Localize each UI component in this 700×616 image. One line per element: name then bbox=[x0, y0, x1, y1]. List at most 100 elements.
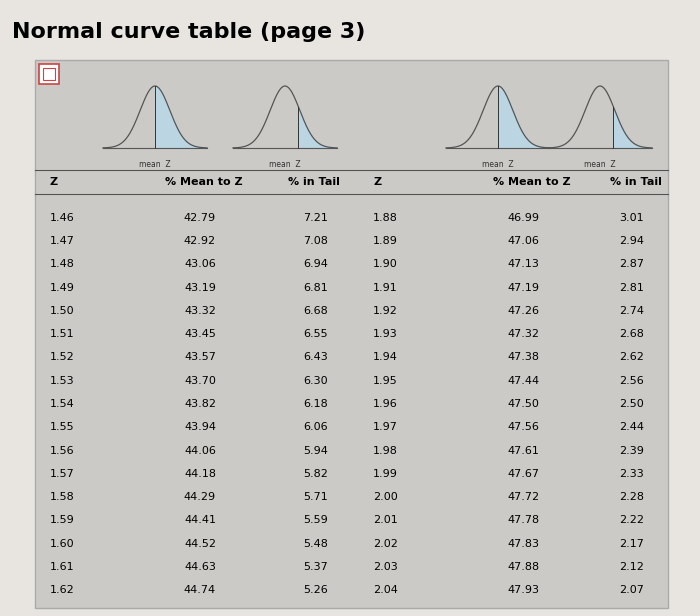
Text: 47.83: 47.83 bbox=[507, 539, 539, 549]
Text: mean  Z: mean Z bbox=[584, 160, 616, 169]
Text: % in Tail: % in Tail bbox=[288, 177, 340, 187]
Text: 1.59: 1.59 bbox=[50, 516, 75, 525]
Text: 2.04: 2.04 bbox=[373, 585, 398, 595]
Text: 47.56: 47.56 bbox=[507, 423, 539, 432]
Text: 6.06: 6.06 bbox=[304, 423, 328, 432]
Text: 43.19: 43.19 bbox=[184, 283, 216, 293]
Text: 1.99: 1.99 bbox=[373, 469, 398, 479]
Text: 7.08: 7.08 bbox=[304, 236, 328, 246]
Text: 44.74: 44.74 bbox=[184, 585, 216, 595]
Text: 47.93: 47.93 bbox=[507, 585, 539, 595]
Text: 5.59: 5.59 bbox=[304, 516, 328, 525]
Bar bbox=[43, 68, 55, 80]
Text: 1.49: 1.49 bbox=[50, 283, 75, 293]
Text: 1.61: 1.61 bbox=[50, 562, 75, 572]
Text: % Mean to Z: % Mean to Z bbox=[165, 177, 243, 187]
Text: 1.60: 1.60 bbox=[50, 539, 75, 549]
Text: 1.56: 1.56 bbox=[50, 445, 75, 456]
Text: 2.17: 2.17 bbox=[620, 539, 645, 549]
Text: 43.57: 43.57 bbox=[184, 352, 216, 362]
Text: 2.22: 2.22 bbox=[620, 516, 645, 525]
Text: 5.48: 5.48 bbox=[304, 539, 328, 549]
Text: 43.06: 43.06 bbox=[184, 259, 216, 269]
Text: 2.94: 2.94 bbox=[620, 236, 645, 246]
Text: 7.21: 7.21 bbox=[304, 213, 328, 222]
Text: 6.94: 6.94 bbox=[304, 259, 328, 269]
Text: 2.50: 2.50 bbox=[620, 399, 645, 409]
Text: 2.44: 2.44 bbox=[620, 423, 645, 432]
Text: 3.01: 3.01 bbox=[620, 213, 644, 222]
Text: 47.50: 47.50 bbox=[507, 399, 539, 409]
Text: 2.39: 2.39 bbox=[620, 445, 645, 456]
Text: 43.94: 43.94 bbox=[184, 423, 216, 432]
Text: 1.88: 1.88 bbox=[373, 213, 398, 222]
Text: 47.61: 47.61 bbox=[507, 445, 539, 456]
Text: 5.26: 5.26 bbox=[304, 585, 328, 595]
Text: 1.91: 1.91 bbox=[373, 283, 398, 293]
Text: 43.32: 43.32 bbox=[184, 306, 216, 316]
Text: 1.92: 1.92 bbox=[373, 306, 398, 316]
Text: 6.18: 6.18 bbox=[304, 399, 328, 409]
Text: 6.81: 6.81 bbox=[304, 283, 328, 293]
Text: 47.44: 47.44 bbox=[507, 376, 539, 386]
Text: 1.93: 1.93 bbox=[373, 329, 398, 339]
Text: 1.48: 1.48 bbox=[50, 259, 75, 269]
Text: % in Tail: % in Tail bbox=[610, 177, 662, 187]
Text: 43.70: 43.70 bbox=[184, 376, 216, 386]
Text: 1.46: 1.46 bbox=[50, 213, 75, 222]
Text: 42.92: 42.92 bbox=[184, 236, 216, 246]
Text: 47.72: 47.72 bbox=[507, 492, 539, 502]
Text: 5.71: 5.71 bbox=[304, 492, 328, 502]
Text: 1.58: 1.58 bbox=[50, 492, 75, 502]
Text: 6.43: 6.43 bbox=[304, 352, 328, 362]
Text: 1.52: 1.52 bbox=[50, 352, 75, 362]
Text: 1.89: 1.89 bbox=[373, 236, 398, 246]
Text: 47.88: 47.88 bbox=[507, 562, 539, 572]
Text: 47.26: 47.26 bbox=[507, 306, 539, 316]
Text: 47.19: 47.19 bbox=[507, 283, 539, 293]
Text: mean  Z: mean Z bbox=[482, 160, 514, 169]
Text: 1.54: 1.54 bbox=[50, 399, 75, 409]
Text: 2.12: 2.12 bbox=[620, 562, 645, 572]
Text: 2.07: 2.07 bbox=[620, 585, 645, 595]
Text: mean  Z: mean Z bbox=[139, 160, 171, 169]
Text: 1.98: 1.98 bbox=[373, 445, 398, 456]
Text: 5.82: 5.82 bbox=[304, 469, 328, 479]
Text: 1.47: 1.47 bbox=[50, 236, 75, 246]
Bar bbox=[39, 64, 59, 84]
Text: 6.30: 6.30 bbox=[304, 376, 328, 386]
Text: % Mean to Z: % Mean to Z bbox=[493, 177, 570, 187]
Text: 2.74: 2.74 bbox=[620, 306, 645, 316]
Text: 6.68: 6.68 bbox=[304, 306, 328, 316]
Text: 1.96: 1.96 bbox=[373, 399, 398, 409]
Text: 2.62: 2.62 bbox=[620, 352, 645, 362]
Text: 2.33: 2.33 bbox=[620, 469, 645, 479]
Text: 1.90: 1.90 bbox=[373, 259, 398, 269]
Text: 2.68: 2.68 bbox=[620, 329, 645, 339]
Text: 42.79: 42.79 bbox=[184, 213, 216, 222]
Text: 1.62: 1.62 bbox=[50, 585, 75, 595]
Text: 44.29: 44.29 bbox=[184, 492, 216, 502]
Text: 5.94: 5.94 bbox=[304, 445, 328, 456]
Text: mean  Z: mean Z bbox=[270, 160, 301, 169]
Text: 47.78: 47.78 bbox=[507, 516, 539, 525]
Text: 44.18: 44.18 bbox=[184, 469, 216, 479]
Text: 1.95: 1.95 bbox=[373, 376, 398, 386]
Text: 44.63: 44.63 bbox=[184, 562, 216, 572]
Text: 2.28: 2.28 bbox=[620, 492, 645, 502]
Text: 1.55: 1.55 bbox=[50, 423, 75, 432]
Text: 47.13: 47.13 bbox=[507, 259, 539, 269]
Text: 2.56: 2.56 bbox=[620, 376, 645, 386]
Text: 47.38: 47.38 bbox=[507, 352, 539, 362]
Text: 2.01: 2.01 bbox=[373, 516, 398, 525]
Text: 1.57: 1.57 bbox=[50, 469, 75, 479]
Text: 2.02: 2.02 bbox=[373, 539, 398, 549]
Text: 47.32: 47.32 bbox=[507, 329, 539, 339]
Text: 47.06: 47.06 bbox=[507, 236, 539, 246]
Text: 2.81: 2.81 bbox=[620, 283, 645, 293]
Text: 44.06: 44.06 bbox=[184, 445, 216, 456]
Text: 1.51: 1.51 bbox=[50, 329, 75, 339]
Text: 1.97: 1.97 bbox=[373, 423, 398, 432]
Text: 43.45: 43.45 bbox=[184, 329, 216, 339]
Text: 43.82: 43.82 bbox=[184, 399, 216, 409]
